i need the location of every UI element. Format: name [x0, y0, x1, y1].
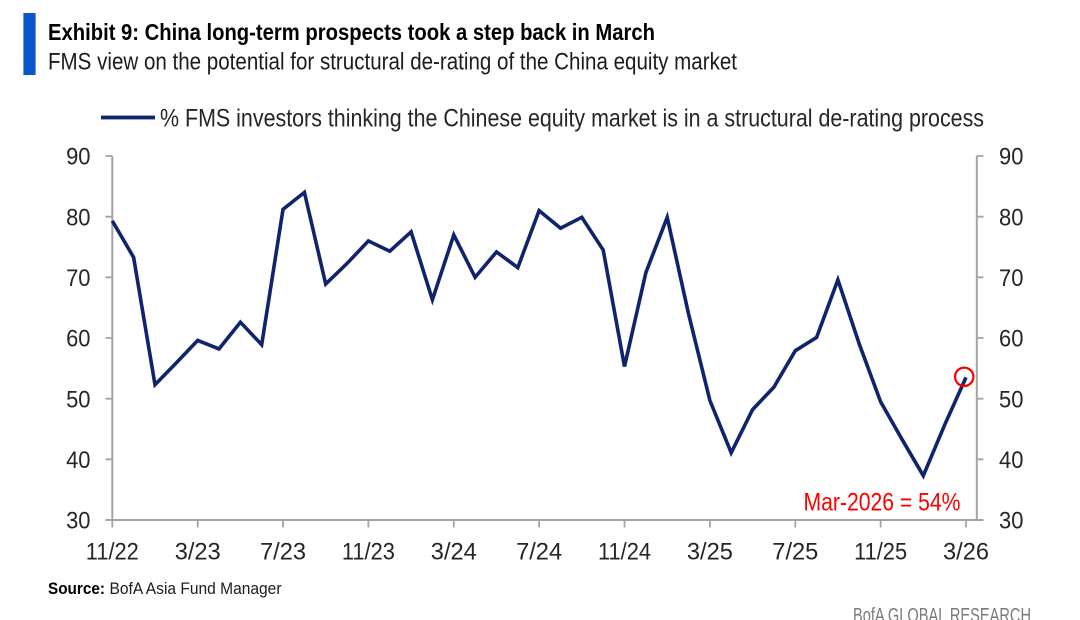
svg-text:11/24: 11/24	[598, 539, 651, 566]
svg-text:80: 80	[66, 204, 90, 231]
svg-text:7/23: 7/23	[260, 539, 306, 566]
svg-text:BofA GLOBAL RESEARCH: BofA GLOBAL RESEARCH	[853, 605, 1031, 620]
svg-text:7/24: 7/24	[516, 539, 562, 566]
svg-text:3/25: 3/25	[687, 539, 733, 566]
svg-text:11/25: 11/25	[854, 539, 907, 566]
svg-text:Exhibit 9: China long-term pro: Exhibit 9: China long-term prospects too…	[48, 19, 655, 45]
svg-text:60: 60	[999, 326, 1023, 353]
svg-text:30: 30	[66, 508, 90, 535]
svg-text:70: 70	[999, 265, 1023, 292]
svg-text:40: 40	[999, 447, 1023, 474]
svg-text:7/25: 7/25	[772, 539, 818, 566]
svg-text:80: 80	[999, 204, 1023, 231]
svg-text:BofA Asia Fund Manager: BofA Asia Fund Manager	[110, 579, 282, 598]
svg-text:11/22: 11/22	[86, 539, 139, 566]
svg-text:90: 90	[999, 144, 1023, 171]
svg-text:3/23: 3/23	[175, 539, 221, 566]
svg-text:Source:: Source:	[48, 579, 105, 598]
svg-text:FMS view on the potential for: FMS view on the potential for structural…	[48, 49, 737, 76]
svg-text:3/26: 3/26	[943, 539, 989, 566]
svg-text:3/24: 3/24	[431, 539, 477, 566]
svg-text:30: 30	[999, 508, 1023, 535]
svg-text:50: 50	[999, 386, 1023, 413]
svg-text:40: 40	[66, 447, 90, 474]
svg-text:90: 90	[66, 144, 90, 171]
svg-text:60: 60	[66, 326, 90, 353]
svg-text:50: 50	[66, 386, 90, 413]
svg-text:% FMS investors thinking the C: % FMS investors thinking the Chinese equ…	[160, 105, 984, 133]
svg-text:11/23: 11/23	[342, 539, 395, 566]
svg-text:Mar-2026 = 54%: Mar-2026 = 54%	[804, 489, 961, 517]
svg-text:70: 70	[66, 265, 90, 292]
